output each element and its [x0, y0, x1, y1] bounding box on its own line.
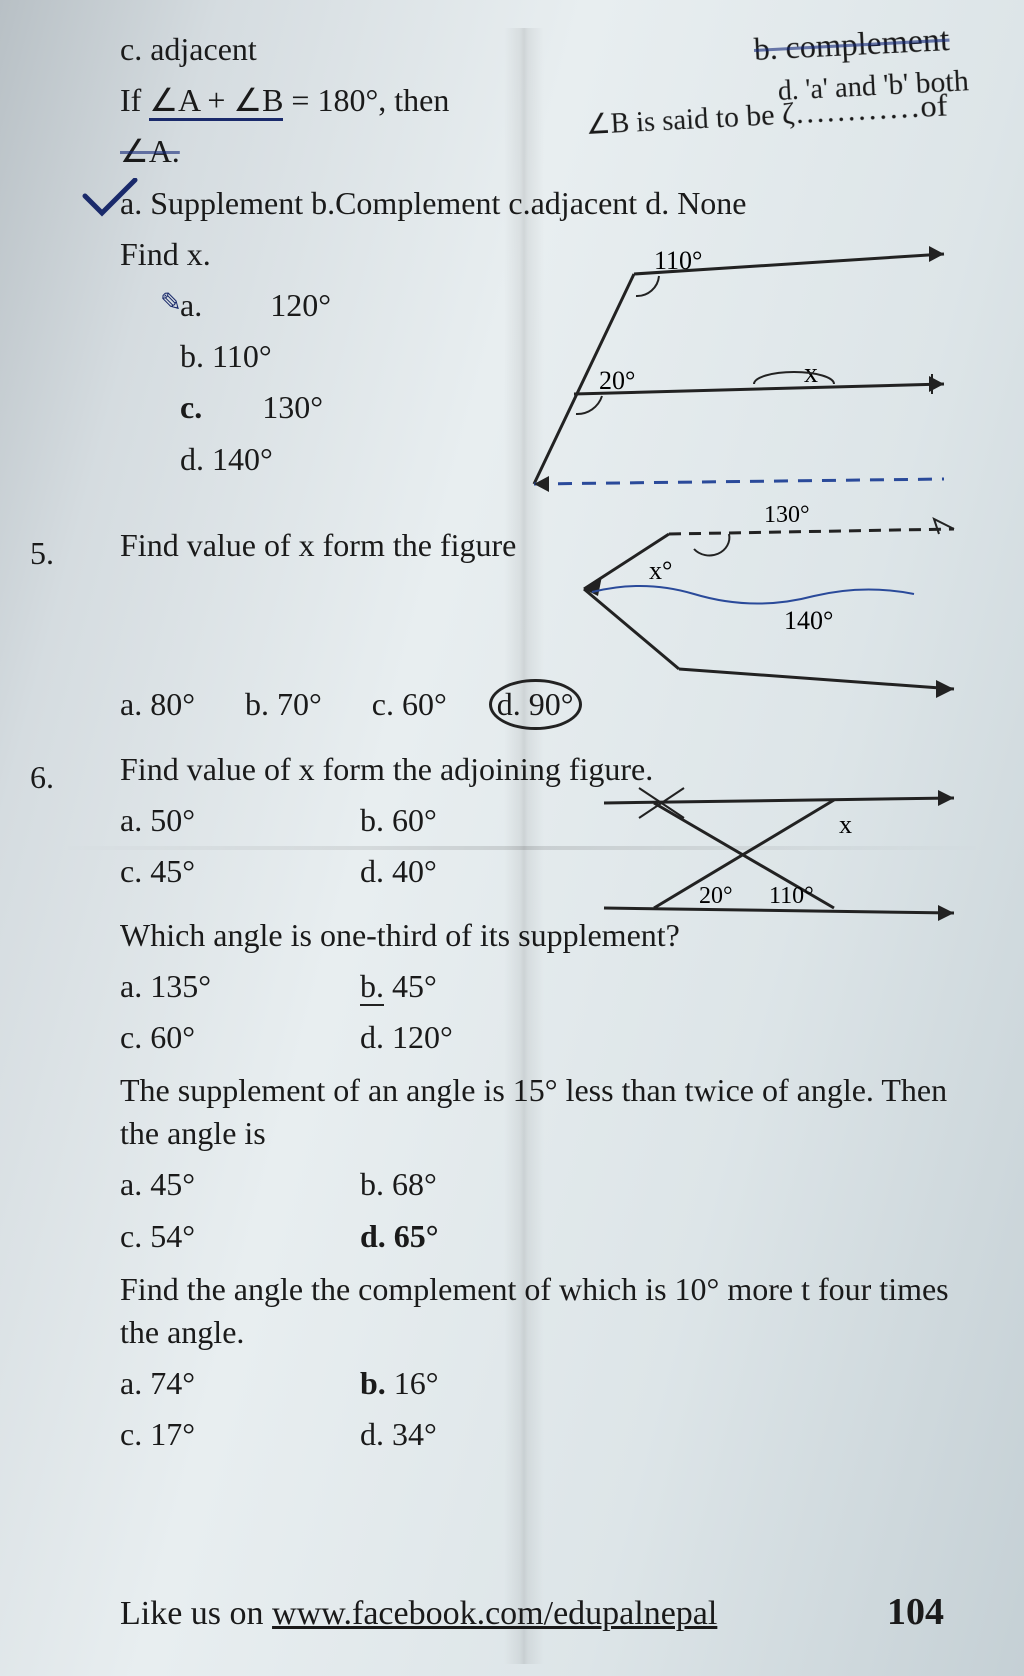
q6-num: 6. — [30, 756, 54, 799]
lbl-x: x° — [649, 556, 672, 585]
lbl-110: 110° — [654, 246, 702, 275]
q6-d: d. 40° — [360, 850, 520, 893]
lbl-20: 20° — [699, 883, 733, 909]
stem-if-ab-180: If ∠A + ∠B = 180°, then d. 'a' and 'b' b… — [60, 79, 984, 122]
q5-options: a. 80° b. 70° c. 60° d. 90° — [60, 683, 574, 726]
text: c. adjacent — [120, 31, 257, 67]
q8-a: a. 45° — [120, 1163, 280, 1206]
q6-b: b. 60° — [360, 799, 520, 842]
q9-d: d. 34° — [360, 1413, 520, 1456]
lbl-20: 20° — [599, 366, 635, 395]
lbl-140: 140° — [784, 606, 833, 635]
lbl-110: 110° — [769, 883, 814, 909]
q5-c: c. 60° — [372, 683, 447, 726]
footer-link[interactable]: www.facebook.com/edupalnepal — [272, 1595, 717, 1632]
figure-triangle-lines: 110° 20° x — [504, 234, 964, 514]
footer-text: Like us on www.facebook.com/edupalnepal — [120, 1595, 717, 1633]
page-number: 104 — [887, 1590, 944, 1634]
q5-block: 5. Find value of x form the figure 130° … — [60, 524, 984, 734]
figure-pentagon: 130° x° 140° — [554, 494, 974, 724]
q8-b: b. 68° — [360, 1163, 520, 1206]
q6-c: c. 45° — [120, 850, 280, 893]
q7-d: d. 120° — [360, 1016, 520, 1059]
q5-a: a. 80° — [120, 683, 195, 726]
q6-a: a. 50° — [120, 799, 280, 842]
page-footer: Like us on www.facebook.com/edupalnepal … — [120, 1590, 944, 1634]
q8-c: c. 54° — [120, 1215, 280, 1258]
opt-b-complement: b. complement — [753, 20, 950, 67]
figure-x-triangles: x 20° 110° — [594, 778, 974, 938]
q9-b: b. 16° — [360, 1362, 520, 1405]
horizontal-crease — [60, 846, 984, 850]
q7-c: c. 60° — [120, 1016, 280, 1059]
q5-d-circled: d. 90° — [497, 683, 574, 726]
q7-b: b. 45° — [360, 965, 520, 1008]
lbl-130: 130° — [764, 502, 810, 528]
q5-num: 5. — [30, 532, 54, 575]
q5-b: b. 70° — [245, 683, 322, 726]
q-findx-block: a✎. 120° b. 110° c.130° d. 140° 110° 20°… — [60, 284, 984, 514]
q6-block: 6. Find value of x form the adjoining fi… — [60, 748, 984, 894]
lbl-x: x — [839, 810, 852, 839]
worksheet-page: c. adjacent b. complement If ∠A + ∠B = 1… — [60, 28, 984, 1664]
q9-c: c. 17° — [120, 1413, 280, 1456]
q9-a: a. 74° — [120, 1362, 280, 1405]
q8-d: d. 65° — [360, 1215, 520, 1258]
pen-checkmark-icon — [80, 178, 140, 218]
q7-a: a. 135° — [120, 965, 280, 1008]
